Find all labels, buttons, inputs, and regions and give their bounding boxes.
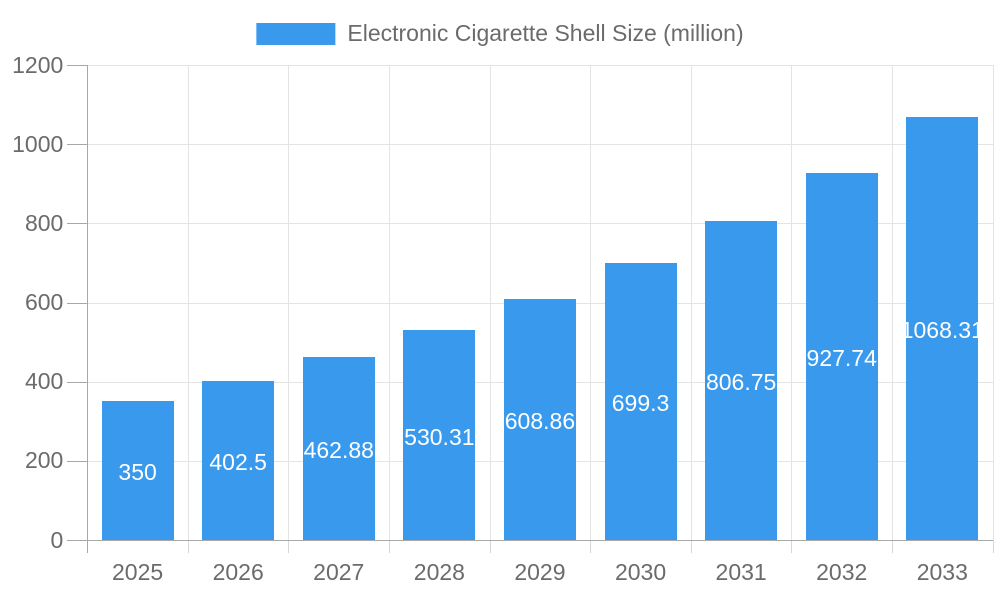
y-tick <box>67 460 88 462</box>
bar-value-label: 927.74 <box>806 344 877 371</box>
legend-label: Electronic Cigarette Shell Size (million… <box>347 20 744 46</box>
legend[interactable]: Electronic Cigarette Shell Size (million… <box>256 20 744 47</box>
bar-2025[interactable] <box>101 401 174 540</box>
bar-value-label: 350 <box>118 459 157 486</box>
y-gridline <box>87 144 993 146</box>
x-tick <box>389 540 391 553</box>
y-tick <box>67 540 88 541</box>
x-tick <box>791 540 793 553</box>
y-tick <box>67 302 88 304</box>
x-axis-label: 2027 <box>313 559 365 585</box>
bar-value-label: 530.31 <box>404 423 475 450</box>
x-axis-label: 2033 <box>916 559 968 585</box>
x-axis-label: 2029 <box>514 559 566 585</box>
bar-2031[interactable] <box>705 220 778 540</box>
x-tick <box>992 540 994 553</box>
x-tick <box>892 540 893 553</box>
bar-2028[interactable] <box>403 330 476 540</box>
y-axis-label: 1200 <box>12 51 64 78</box>
x-axis-label: 2026 <box>212 559 264 585</box>
x-tick <box>288 540 290 553</box>
y-tick <box>67 144 88 146</box>
bar-2027[interactable] <box>302 356 375 540</box>
y-axis-line <box>87 65 89 553</box>
bar-value-label: 806.75 <box>705 368 777 395</box>
bar-2030[interactable] <box>604 263 677 540</box>
y-gridline <box>87 223 993 225</box>
y-tick <box>67 223 88 225</box>
x-axis-label: 2028 <box>413 559 465 585</box>
y-gridline <box>87 65 993 66</box>
x-axis-label: 2030 <box>614 559 667 585</box>
y-tick <box>67 65 88 66</box>
y-axis-label: 400 <box>24 368 64 395</box>
x-gridline <box>992 65 994 540</box>
x-axis-line <box>87 540 993 541</box>
bar-2032[interactable] <box>805 172 878 540</box>
bar-2026[interactable] <box>202 380 275 540</box>
x-axis-label: 2032 <box>816 559 868 585</box>
x-tick <box>489 540 491 553</box>
bar-value-label: 402.5 <box>209 448 267 475</box>
legend-swatch-icon <box>256 22 336 45</box>
bar-value-label: 699.3 <box>611 390 670 417</box>
bar-2033[interactable] <box>906 117 979 540</box>
y-axis-label: 1000 <box>12 130 64 157</box>
y-axis-label: 0 <box>50 526 64 553</box>
y-tick <box>67 381 88 383</box>
x-tick <box>187 540 189 553</box>
y-axis-label: 200 <box>24 447 64 474</box>
y-axis-label: 800 <box>24 209 64 236</box>
x-tick <box>690 540 692 553</box>
bar-value-label: 608.86 <box>504 407 576 434</box>
x-axis-label: 2025 <box>112 559 164 585</box>
x-tick <box>590 540 592 553</box>
bar-value-label: 462.88 <box>303 436 374 463</box>
bar-value-label: 1068.31 <box>900 317 984 344</box>
x-axis-label: 2031 <box>715 559 767 585</box>
y-axis-label: 600 <box>24 289 64 315</box>
bar-2029[interactable] <box>503 298 576 540</box>
